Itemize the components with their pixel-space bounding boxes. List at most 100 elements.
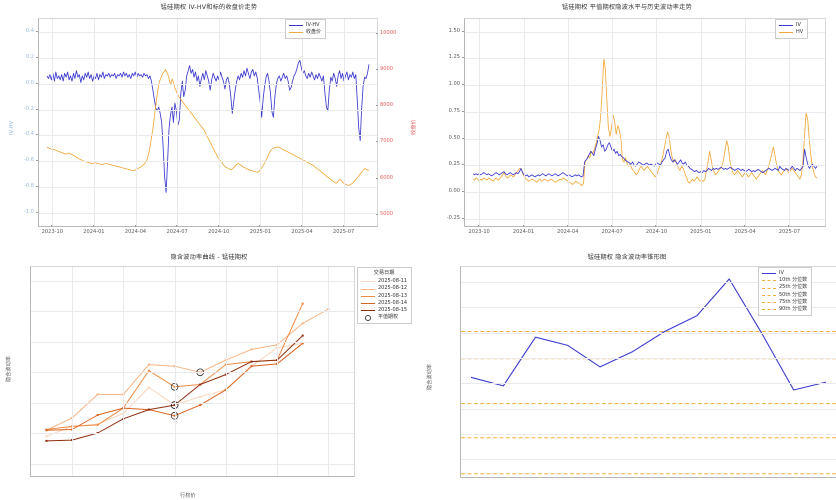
x-axis-tick: 2024-07 — [601, 229, 623, 235]
y-axis-tick-right: 8000 — [380, 102, 393, 109]
gridline-vertical — [328, 267, 329, 476]
legend-label: 10th 分位数 — [779, 277, 808, 284]
legend-swatch — [361, 295, 375, 297]
tick-mark — [744, 225, 745, 227]
legend-item[interactable]: HV — [779, 29, 803, 36]
y-axis-tick: 0.25 — [448, 161, 460, 168]
gridline-vertical — [302, 19, 303, 226]
legend-swatch — [762, 273, 776, 275]
gridline-horizontal — [31, 341, 354, 343]
gridline-vertical — [52, 19, 53, 226]
gridline-horizontal — [465, 165, 825, 166]
gridline-vertical — [789, 19, 791, 226]
tick-mark — [36, 134, 38, 136]
legend-item[interactable]: 75th 分位数 — [762, 299, 807, 306]
legend-label: 2025-08-15 — [378, 307, 408, 314]
gridline-horizontal — [31, 372, 354, 373]
tick-mark — [36, 186, 38, 187]
legend-swatch — [361, 281, 375, 283]
legend-item[interactable]: IV — [762, 270, 807, 277]
legend-swatch — [361, 288, 375, 290]
legend-swatch — [289, 25, 303, 27]
tick-mark — [462, 110, 464, 112]
gridline-horizontal — [39, 57, 377, 59]
legend-item[interactable]: 2025-08-15 — [361, 307, 407, 314]
legend-item[interactable]: 2025-08-12 — [361, 285, 407, 292]
legend-item[interactable]: 25th 分位数 — [762, 284, 807, 291]
plot-area — [30, 266, 355, 477]
tick-mark — [51, 225, 52, 227]
legend-item[interactable]: 收盘价 — [289, 29, 321, 36]
gridline-horizontal — [465, 138, 825, 140]
legend-item[interactable]: IV-HV — [289, 22, 321, 29]
x-axis-tick: 2024-04 — [557, 229, 579, 235]
gridline-horizontal — [461, 459, 836, 460]
tick-mark — [611, 225, 612, 227]
legend-title: 交易日期 — [373, 270, 395, 276]
legend-item[interactable]: 2025-08-14 — [361, 300, 407, 307]
legend-swatch — [361, 310, 375, 312]
gridline-horizontal — [465, 218, 825, 220]
legend-label: 50th 分位数 — [779, 291, 808, 298]
gridline-horizontal — [465, 111, 825, 113]
gridline-horizontal — [31, 280, 354, 282]
legend-label: 75th 分位数 — [779, 298, 808, 305]
y-axis-tick-right: 5000 — [380, 211, 393, 218]
gridline-horizontal — [465, 58, 825, 60]
gridline-vertical — [174, 267, 176, 476]
x-axis-tick: 2024-01 — [512, 229, 535, 235]
x-axis-tick: 2025-07 — [332, 229, 355, 235]
gridline-horizontal — [31, 402, 354, 404]
y-axis-tick: 1.25 — [448, 54, 460, 61]
tick-mark — [376, 68, 378, 70]
gridline-vertical — [225, 267, 227, 476]
y-axis-tick-left: 0.2 — [25, 53, 34, 60]
tick-mark — [655, 225, 657, 227]
chart-title: 锰硅期权 IV-HV和标的收盘价走势 — [160, 4, 258, 11]
legend-label: 收盘价 — [306, 29, 322, 36]
tick-mark — [36, 212, 38, 213]
gridline-vertical — [612, 19, 613, 226]
tick-mark — [522, 225, 524, 227]
chart-legend[interactable]: 交易日期 2025-08-11 2025-08-12 2025-08-13 2025-… — [357, 267, 413, 325]
tick-mark — [699, 225, 701, 227]
gridline-horizontal — [465, 85, 825, 86]
y-axis-tick-left: -0.8 — [24, 183, 34, 190]
gridline-vertical — [260, 19, 261, 226]
legend-label: IV-HV — [306, 22, 320, 28]
y-axis-tick: 1.50 — [448, 27, 460, 34]
legend-item[interactable]: 2025-08-13 — [361, 293, 407, 300]
x-axis-tick: 2024-01 — [83, 229, 105, 235]
gridline-horizontal — [39, 31, 377, 33]
y-axis-tick: 0.00 — [448, 187, 460, 194]
legend-item-atm[interactable]: 平值期权 — [361, 314, 407, 322]
x-axis-tick: 2025-01 — [249, 229, 272, 235]
legend-item[interactable]: 10th 分位数 — [762, 277, 807, 284]
gridline-vertical — [123, 267, 124, 476]
tick-mark — [301, 225, 302, 227]
y-axis-tick-left: -0.4 — [24, 131, 34, 138]
tick-mark — [462, 190, 464, 192]
tick-mark — [478, 225, 479, 227]
legend-label: 2025-08-11 — [378, 278, 408, 285]
legend-item[interactable]: 50th 分位数 — [762, 292, 807, 299]
tick-mark — [462, 30, 464, 32]
gridline-horizontal — [39, 213, 377, 214]
legend-item[interactable]: IV — [779, 22, 803, 29]
chart-legend[interactable]: IV HV — [775, 19, 809, 40]
legend-swatch — [762, 294, 776, 296]
series-canvas — [46, 59, 370, 193]
series-canvas — [472, 58, 818, 186]
chart-panel-iv-cone: 锰硅期权 隐含波动率锥形图 0.300.280.260.240.220.200.… — [418, 250, 836, 500]
tick-mark — [376, 105, 378, 106]
legend-item[interactable]: 90th 分位数 — [762, 306, 807, 313]
atm-marker-icon — [361, 314, 375, 322]
gridline-horizontal — [461, 358, 836, 359]
legend-item[interactable]: 2025-08-11 — [361, 278, 407, 285]
chart-legend[interactable]: IV 10th 分位数 25th 分位数 50th 分位数 75th 分位数 90th 分… — [758, 267, 813, 317]
legend-swatch — [361, 302, 375, 304]
y-axis-tick-left: -0.6 — [24, 157, 34, 164]
y-axis-tick: -0.25 — [446, 214, 460, 221]
chart-legend[interactable]: IV-HV 收盘价 — [285, 19, 327, 40]
